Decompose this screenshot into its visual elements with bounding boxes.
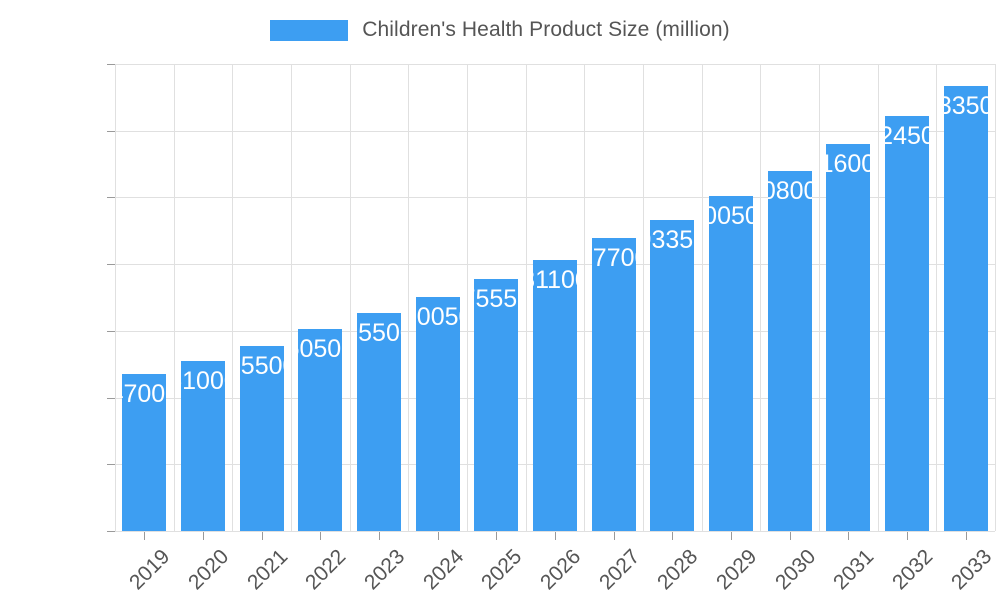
bar[interactable]: 124500 <box>885 115 929 531</box>
y-axis-tick-mark <box>107 531 115 532</box>
bar[interactable]: 81100 <box>533 260 577 531</box>
x-axis-tick-mark <box>848 532 849 540</box>
x-axis-tick-mark <box>320 532 321 540</box>
gridline-horizontal <box>115 130 995 132</box>
gridline-vertical <box>350 64 351 531</box>
gridline-vertical <box>936 64 937 531</box>
y-axis-tick-mark <box>107 64 115 65</box>
gridline-vertical <box>584 64 585 531</box>
gridline-vertical <box>878 64 879 531</box>
bar[interactable]: 47000 <box>122 374 167 531</box>
bar-series: 47000 51000 55500 60500 65500 70050 75550 81100… <box>115 64 995 531</box>
bar[interactable]: 93350 <box>650 219 695 531</box>
bar[interactable]: 51000 <box>181 360 225 531</box>
gridline-vertical <box>702 64 703 531</box>
x-axis-tick-mark <box>672 532 673 540</box>
bar-value-label: 81100 <box>533 266 577 295</box>
gridline-vertical <box>115 64 116 531</box>
bar[interactable]: 65500 <box>357 312 401 531</box>
bar-value-label: 55500 <box>240 351 284 380</box>
bar-value-label: 93350 <box>650 225 694 254</box>
x-axis-tick-mark <box>907 532 908 540</box>
bar-value-label: 124500 <box>885 121 929 150</box>
bar-value-label: 47000 <box>122 380 166 409</box>
gridline-vertical <box>819 64 820 531</box>
gridline-vertical <box>291 64 292 531</box>
x-axis-tick-mark <box>144 532 145 540</box>
legend-swatch-children-health-product-size <box>270 19 349 41</box>
gridline-vertical <box>408 64 409 531</box>
bar-value-label: 100500 <box>709 201 753 230</box>
bar[interactable]: 116000 <box>826 144 871 531</box>
y-axis-tick-mark <box>107 264 115 265</box>
bar[interactable]: 87700 <box>591 238 636 531</box>
bar-value-label: 70050 <box>416 303 460 332</box>
gridline-vertical <box>232 64 233 531</box>
gridline-vertical <box>526 64 527 531</box>
x-axis-tick-label: 2019 <box>125 545 175 595</box>
bar-value-label: 75550 <box>474 285 518 313</box>
x-axis-tick-mark <box>496 532 497 540</box>
plot-area: 47000 51000 55500 60500 65500 70050 75550 81100… <box>115 64 996 532</box>
gridline-vertical <box>995 64 996 531</box>
bar[interactable]: 100500 <box>709 195 753 531</box>
x-axis-tick-mark <box>614 532 615 540</box>
bar[interactable]: 108000 <box>767 170 812 531</box>
gridline-vertical <box>174 64 175 531</box>
gridline-vertical <box>760 64 761 531</box>
x-axis-tick-mark <box>438 532 439 540</box>
x-axis-tick-mark <box>203 532 204 540</box>
bar[interactable]: 133500 <box>943 85 988 531</box>
y-axis-tick-mark <box>107 131 115 132</box>
chart-legend: Children's Health Product Size (million) <box>0 18 1000 42</box>
bar[interactable]: 60500 <box>298 329 343 531</box>
x-axis-tick-mark <box>262 532 263 540</box>
bar[interactable]: 70050 <box>415 297 460 531</box>
x-axis-tick-mark <box>731 532 732 540</box>
gridline-vertical <box>643 64 644 531</box>
x-axis-tick-mark <box>966 532 967 540</box>
bar-value-label: 133500 <box>943 91 988 120</box>
y-axis-tick-mark <box>107 464 115 465</box>
bar-value-label: 87700 <box>592 244 636 273</box>
legend-label: Children's Health Product Size (million) <box>362 18 730 41</box>
bar-value-label: 65500 <box>357 318 401 347</box>
bar[interactable]: 55500 <box>239 345 284 531</box>
x-axis-tick-mark <box>790 532 791 540</box>
gridline-horizontal <box>115 64 995 65</box>
bar-value-label: 60500 <box>298 335 342 364</box>
y-axis-tick-mark <box>107 398 115 399</box>
bar-value-label: 116000 <box>826 150 871 179</box>
y-axis-tick-mark <box>107 197 115 198</box>
y-axis-tick-mark <box>107 331 115 332</box>
gridline-vertical <box>467 64 468 531</box>
gridline-horizontal <box>115 197 995 199</box>
x-axis-tick-mark <box>555 532 556 540</box>
bar[interactable]: 75550 <box>474 279 519 531</box>
bar-value-label: 51000 <box>181 366 225 395</box>
bar-value-label: 108000 <box>767 176 812 205</box>
gridline-horizontal <box>115 531 995 532</box>
x-axis-tick-mark <box>379 532 380 540</box>
